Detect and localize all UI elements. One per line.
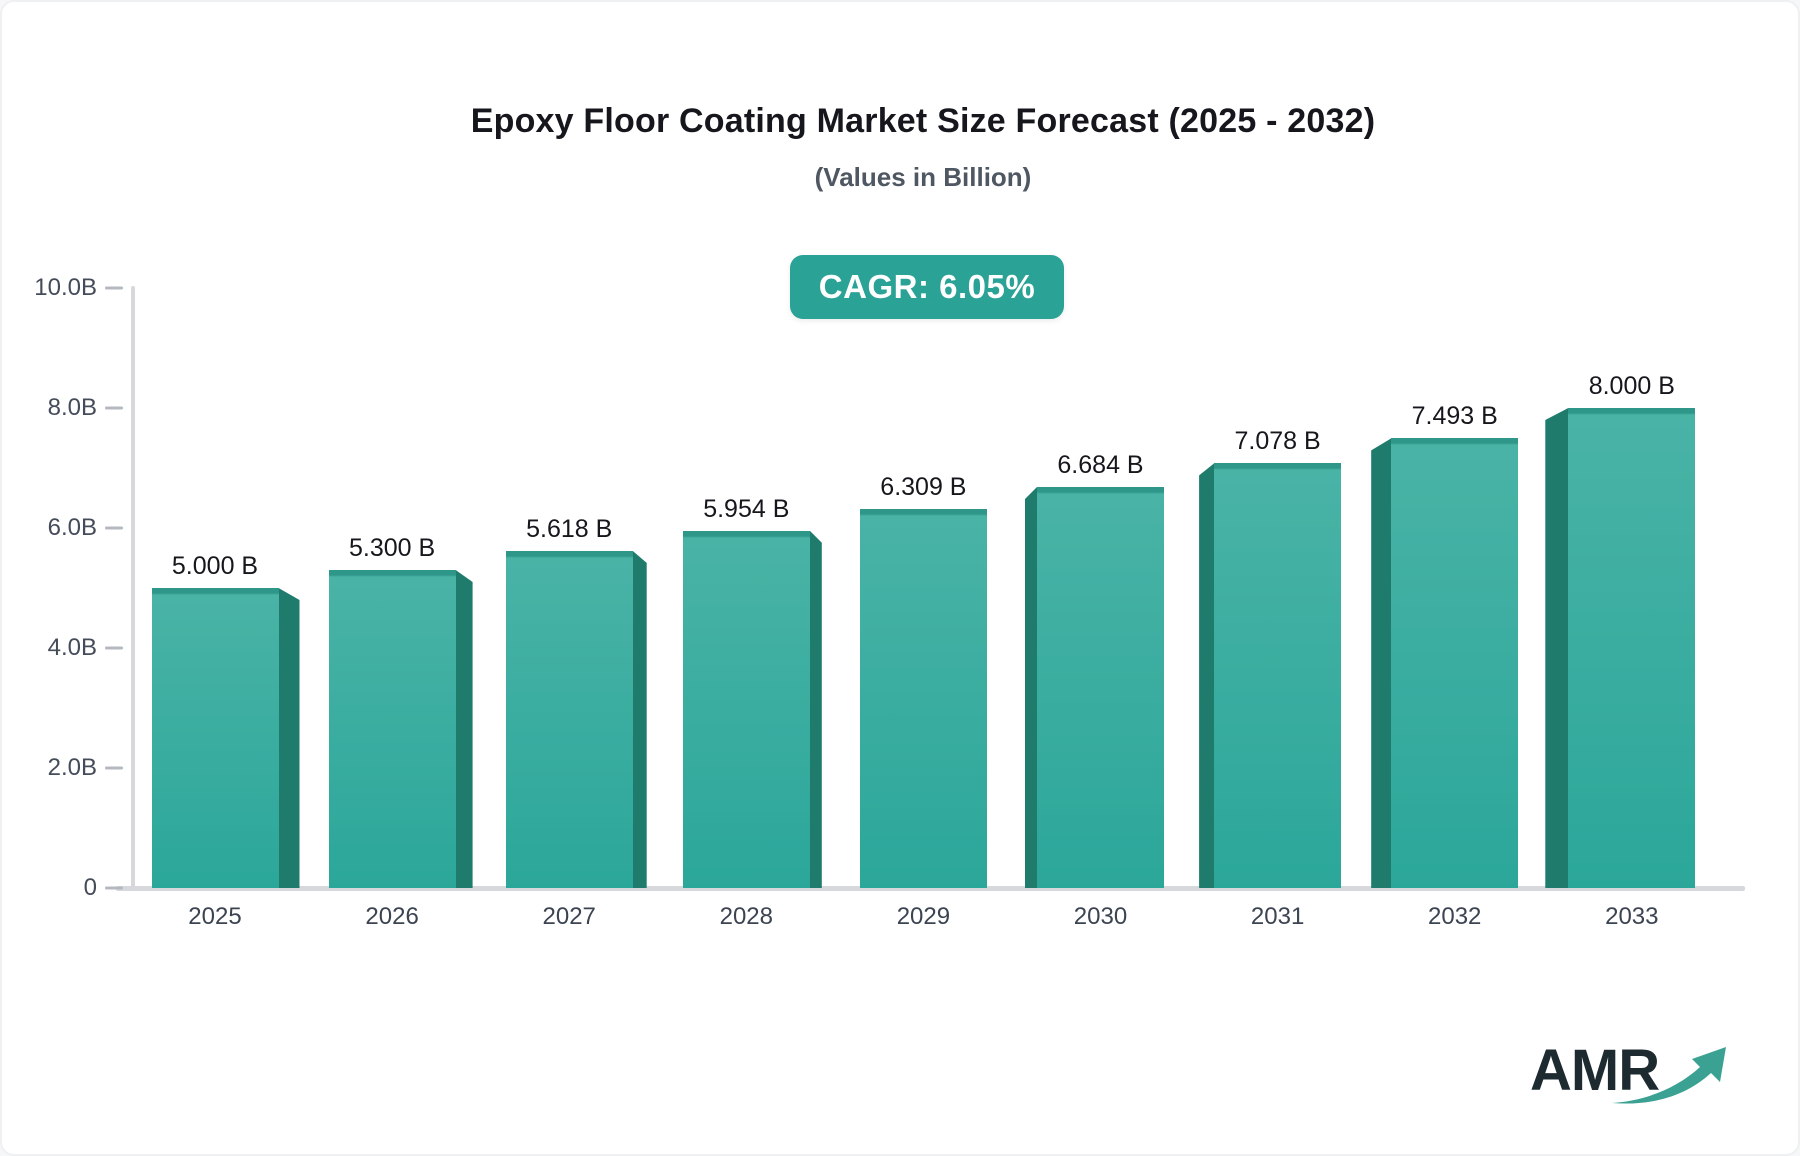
bar-2029: [859, 509, 987, 888]
cagr-badge-label: CAGR: 6.05%: [818, 268, 1036, 305]
x-axis-label-2028: 2028: [719, 903, 773, 930]
bar-2030: [1037, 486, 1164, 888]
bar-side-2033: [1545, 408, 1569, 888]
bar-value-label-2029: 6.309 B: [880, 473, 967, 502]
bar-2025: [151, 588, 279, 888]
bar-value-label-2032: 7.493 B: [1411, 402, 1498, 431]
bar-2031: [1214, 463, 1342, 888]
y-axis-tick: [105, 766, 123, 770]
chart-subtitle: (Values in Billion): [814, 162, 1032, 192]
y-axis-label-4.0B: 4.0B: [47, 634, 97, 661]
growth-arrow-icon: [1612, 1047, 1726, 1104]
bar-value-label-2030: 6.684 B: [1057, 450, 1144, 479]
bar-value-label-2033: 8.000 B: [1588, 372, 1675, 400]
cagr-badge: CAGR: 6.05%: [790, 255, 1064, 319]
x-axis-label-2031: 2031: [1250, 903, 1305, 930]
bar-2026: [328, 570, 456, 888]
bar-value-label-2027: 5.618 B: [526, 514, 613, 543]
bar-2028: [682, 530, 810, 888]
x-axis-label-2025: 2025: [188, 903, 242, 930]
y-axis-label-0: 0: [83, 874, 97, 901]
bar-2033: [1568, 408, 1696, 888]
y-axis-tick: [105, 286, 123, 290]
bar-2027: [505, 550, 633, 888]
x-axis-label-2032: 2032: [1427, 903, 1482, 930]
bar-side-2032: [1371, 438, 1392, 888]
x-axis-label-2026: 2026: [365, 903, 419, 930]
chart-title: Epoxy Floor Coating Market Size Forecast…: [470, 102, 1376, 140]
bar-side-2028: [809, 530, 822, 888]
bar-value-label-2025: 5.000 B: [171, 552, 259, 580]
x-axis-label-2030: 2030: [1073, 903, 1128, 930]
bar-side-2025: [278, 588, 300, 888]
y-axis-tick: [105, 526, 123, 530]
x-axis-label-2029: 2029: [896, 903, 951, 930]
amr-logo-text: AMR: [1530, 1038, 1660, 1103]
y-axis-label-2.0B: 2.0B: [47, 754, 97, 781]
bar-side-2031: [1199, 463, 1215, 888]
x-axis-baseline: [116, 886, 1745, 891]
y-axis-label-6.0B: 6.0B: [47, 514, 97, 541]
y-axis-tick: [105, 886, 123, 890]
bar-value-label-2028: 5.954 B: [703, 494, 790, 523]
y-axis-line: [131, 286, 135, 889]
bar-side-2030: [1025, 486, 1037, 888]
bar-2032: [1391, 438, 1519, 888]
x-axis-label-2033: 2033: [1605, 903, 1659, 930]
y-axis-tick: [105, 406, 123, 410]
bar-value-label-2031: 7.078 B: [1234, 427, 1321, 456]
bar-side-2026: [455, 570, 473, 888]
y-axis-tick: [105, 646, 123, 650]
bar-side-2027: [632, 550, 647, 888]
x-axis-label-2027: 2027: [542, 903, 596, 930]
y-axis-label-10.0B: 10.0B: [34, 274, 97, 301]
y-axis-label-8.0B: 8.0B: [47, 394, 97, 421]
amr-logo: AMR: [1530, 1037, 1740, 1117]
bar-value-label-2026: 5.300 B: [349, 534, 436, 562]
